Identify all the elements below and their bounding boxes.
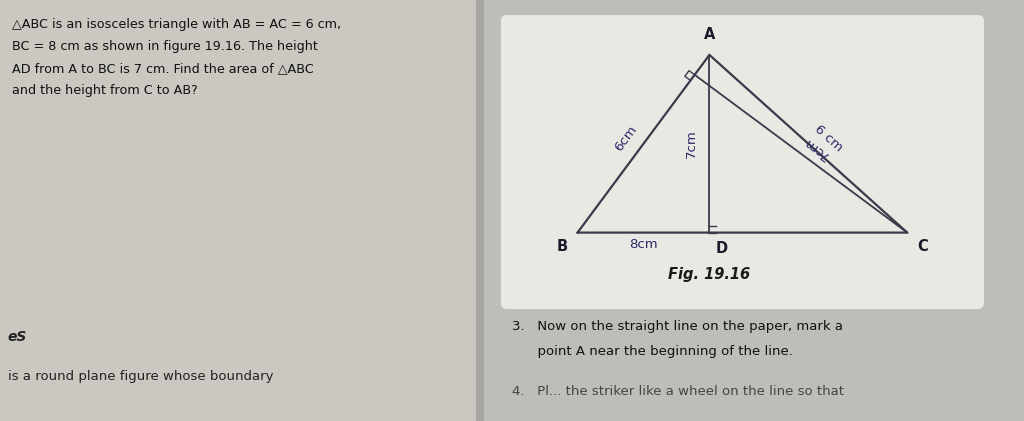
Text: △ABC is an isosceles triangle with AB = AC = 6 cm,: △ABC is an isosceles triangle with AB = … [12, 18, 341, 31]
Bar [481, 0, 1024, 421]
FancyBboxPatch shape [501, 15, 984, 309]
Text: 7cm: 7cm [801, 135, 831, 163]
Text: A: A [703, 27, 715, 42]
Text: point A near the beginning of the line.: point A near the beginning of the line. [512, 345, 793, 358]
Text: BC = 8 cm as shown in figure 19.16. The height: BC = 8 cm as shown in figure 19.16. The … [12, 40, 317, 53]
Text: is a round plane figure whose boundary: is a round plane figure whose boundary [8, 370, 273, 383]
Text: AD from A to BC is 7 cm. Find the area of △ABC: AD from A to BC is 7 cm. Find the area o… [12, 62, 313, 75]
Text: and the height from C to AB?: and the height from C to AB? [12, 84, 198, 97]
Text: Fig. 19.16: Fig. 19.16 [669, 267, 751, 282]
Text: 4.   Pl... the striker like a wheel on the line so that: 4. Pl... the striker like a wheel on the… [512, 385, 844, 398]
Text: D: D [716, 241, 728, 256]
Text: 8cm: 8cm [629, 238, 657, 251]
Text: 6cm: 6cm [611, 123, 639, 154]
Text: 7cm: 7cm [685, 129, 698, 158]
Text: C: C [918, 239, 928, 253]
Text: eS: eS [8, 330, 28, 344]
Text: B: B [556, 239, 567, 253]
Text: 3.   Now on the straight line on the paper, mark a: 3. Now on the straight line on the paper… [512, 320, 843, 333]
Bar [0, 0, 481, 421]
Text: 6 cm: 6 cm [812, 123, 845, 155]
Bar [476, 0, 484, 421]
